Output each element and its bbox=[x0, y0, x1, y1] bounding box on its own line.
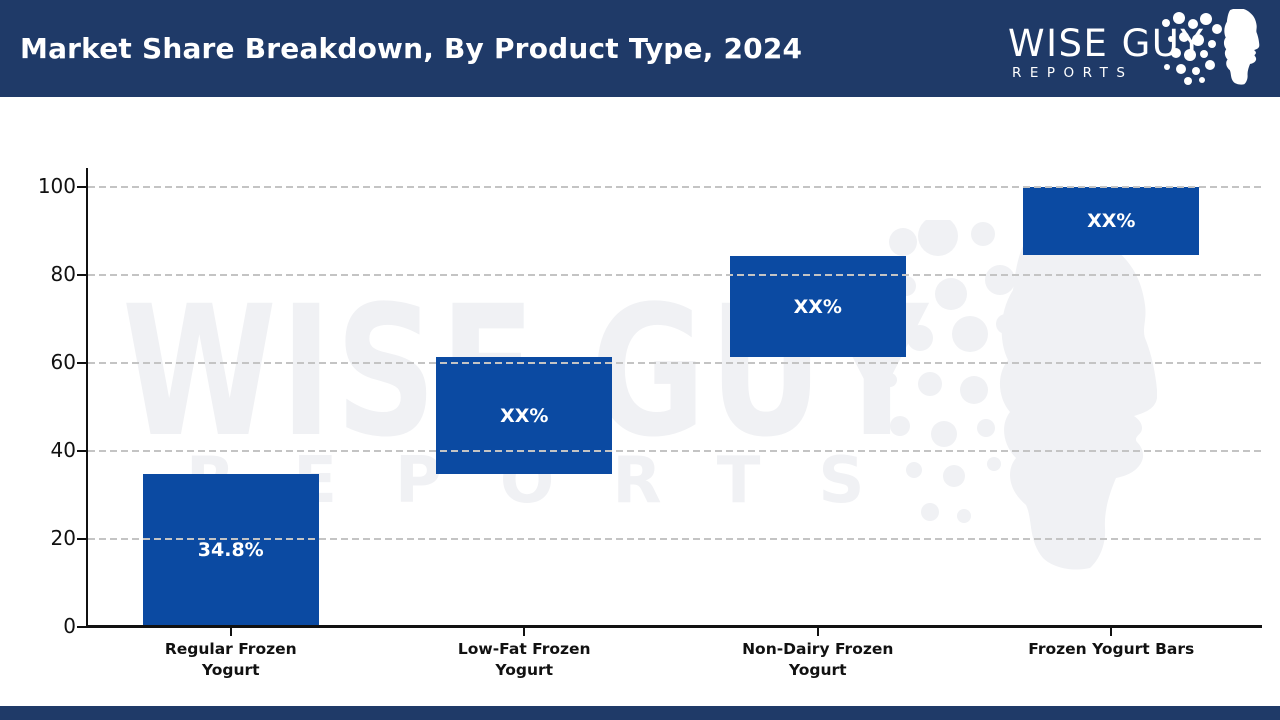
logo-face-icon bbox=[1223, 8, 1260, 85]
footer-bar bbox=[0, 706, 1280, 720]
x-tick-mark bbox=[1110, 628, 1113, 636]
page-title: Market Share Breakdown, By Product Type,… bbox=[20, 32, 803, 65]
bar-segment: XX% bbox=[1023, 187, 1200, 256]
logo-dots-icon bbox=[1162, 11, 1222, 85]
y-tick-label: 100 bbox=[37, 174, 76, 198]
bar-value-label: XX% bbox=[793, 295, 842, 318]
gridline bbox=[88, 538, 1262, 540]
y-tick-mark bbox=[77, 186, 86, 188]
y-tick-label: 0 bbox=[63, 614, 76, 638]
gridline bbox=[88, 274, 1262, 276]
x-tick-label: Frozen Yogurt Bars bbox=[1028, 640, 1195, 658]
gridline bbox=[88, 186, 1262, 188]
gridline bbox=[88, 450, 1262, 452]
logo-subtitle: REPORTS bbox=[1012, 65, 1133, 81]
bar-segment: XX% bbox=[729, 256, 906, 358]
wiseguy-logo: WISE GUY REPORTS bbox=[1008, 8, 1260, 85]
watermark-face-icon bbox=[872, 220, 1157, 570]
y-tick-label: 60 bbox=[50, 350, 76, 374]
y-tick-mark bbox=[77, 274, 86, 276]
y-tick-label: 80 bbox=[50, 262, 76, 286]
y-tick-label: 40 bbox=[50, 438, 76, 462]
y-tick-mark bbox=[77, 450, 86, 452]
y-tick-label: 20 bbox=[50, 526, 76, 550]
x-tick-label: Low-Fat Frozen Yogurt bbox=[457, 640, 591, 679]
bar-value-label: XX% bbox=[1087, 210, 1136, 233]
y-tick-mark bbox=[77, 362, 86, 364]
y-tick-mark bbox=[77, 538, 86, 540]
bar-segment: XX% bbox=[436, 357, 613, 474]
x-tick-label: Non-Dairy Frozen Yogurt bbox=[742, 640, 894, 679]
bar-value-label: XX% bbox=[500, 404, 549, 427]
y-tick-mark bbox=[77, 626, 86, 628]
bar-segment: 34.8% bbox=[142, 473, 319, 627]
x-tick-mark bbox=[523, 628, 526, 636]
x-axis-line bbox=[86, 625, 1262, 628]
header-bar: Market Share Breakdown, By Product Type,… bbox=[0, 0, 1280, 97]
x-tick-mark bbox=[229, 628, 232, 636]
gridline bbox=[88, 362, 1262, 364]
bar-value-label: 34.8% bbox=[197, 539, 264, 562]
logo-wordmark: WISE GUY bbox=[1008, 22, 1204, 65]
y-axis-line bbox=[86, 168, 88, 628]
x-tick-label: Regular Frozen Yogurt bbox=[164, 640, 297, 679]
x-tick-mark bbox=[816, 628, 819, 636]
